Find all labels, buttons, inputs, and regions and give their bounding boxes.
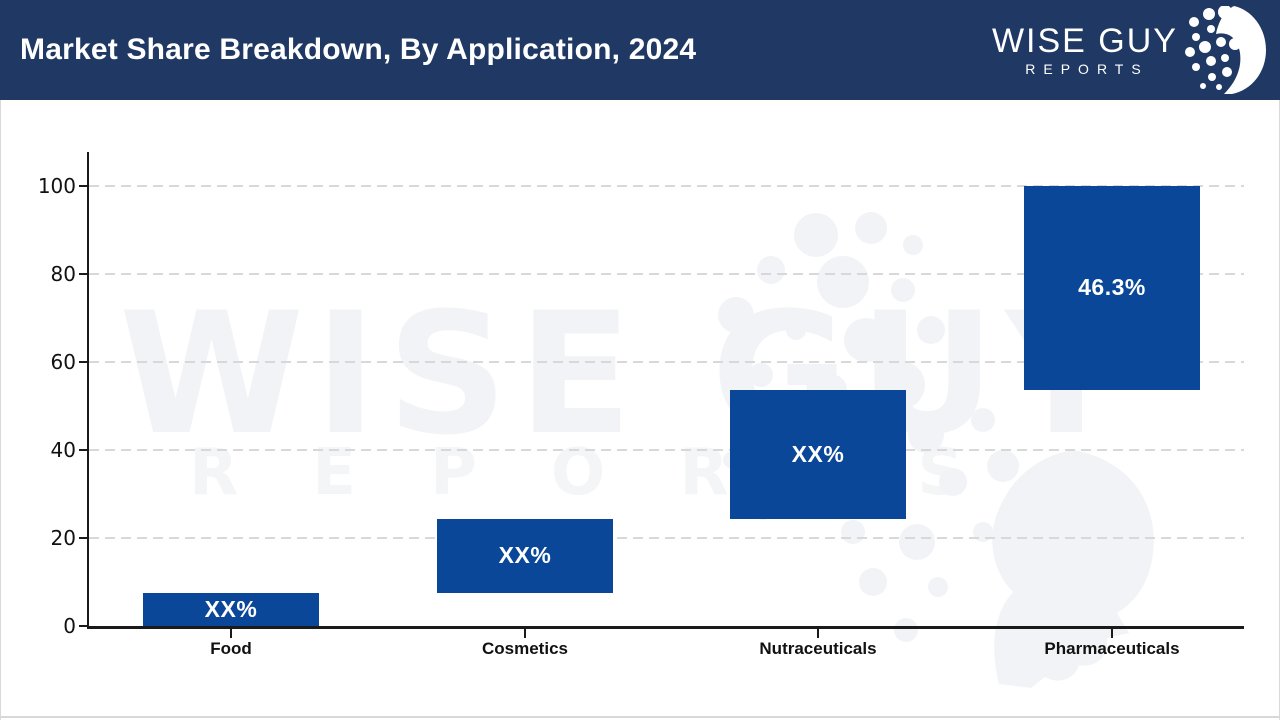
gridline-80 (89, 273, 1244, 275)
y-tick-label-20: 20 (50, 526, 76, 550)
bar-value-label-cosmetics: XX% (498, 542, 552, 569)
x-tick-label-cosmetics: Cosmetics (482, 639, 568, 658)
gridline-60 (89, 361, 1244, 363)
gridline-20 (89, 537, 1244, 539)
x-tick-label-pharmaceuticals: Pharmaceuticals (1044, 639, 1180, 658)
x-tick-mark-food (230, 629, 232, 638)
x-tick-label-food: Food (210, 639, 252, 658)
page-title: Market Share Breakdown, By Application, … (20, 33, 697, 66)
x-tick-mark-cosmetics (524, 629, 526, 638)
y-tick-label-80: 80 (50, 262, 76, 286)
bar-value-label-food: XX% (204, 596, 258, 622)
logo-text: WISE GUY REPORTS (992, 24, 1178, 77)
y-tick-label-100: 100 (37, 174, 76, 198)
logo-wordmark: WISE GUY (991, 21, 1178, 60)
y-tick-label-40: 40 (50, 438, 76, 462)
logo-head-dots-icon (1185, 6, 1266, 94)
y-tick-mark-20 (79, 537, 87, 539)
watermark-subtext: REPORTS (189, 436, 1038, 510)
y-tick-mark-100 (79, 185, 87, 187)
y-tick-mark-0 (79, 625, 87, 627)
bar-value-label-nutraceuticals: XX% (791, 440, 845, 467)
x-tick-mark-nutraceuticals (817, 629, 819, 638)
gridline-40 (89, 449, 1244, 451)
chart-area: WISE GUY REPORTS 0 20 40 60 80 100 XX% XX% XX% 46… (0, 100, 1280, 720)
header-bar: Market Share Breakdown, By Application, … (0, 0, 1280, 100)
y-axis-spine (87, 152, 89, 629)
y-tick-label-60: 60 (50, 350, 76, 374)
logo-subtext: REPORTS (1025, 60, 1149, 77)
y-tick-mark-80 (79, 273, 87, 275)
x-tick-label-nutraceuticals: Nutraceuticals (759, 639, 877, 658)
wiseguy-logo: WISE GUY REPORTS (992, 6, 1266, 94)
x-tick-mark-pharmaceuticals (1111, 629, 1113, 638)
gridline-100 (89, 185, 1244, 187)
bar-value-label-pharmaceuticals: 46.3% (1078, 274, 1146, 301)
bar-cosmetics: XX% (437, 518, 613, 593)
x-axis-spine (87, 626, 1244, 629)
y-tick-label-0: 0 (63, 614, 76, 638)
y-tick-mark-40 (79, 449, 87, 451)
y-tick-mark-60 (79, 361, 87, 363)
footer-divider (1, 716, 1280, 718)
bar-nutraceuticals: XX% (730, 389, 906, 519)
bar-food: XX% (143, 593, 319, 626)
bar-pharmaceuticals: 46.3% (1024, 186, 1200, 390)
